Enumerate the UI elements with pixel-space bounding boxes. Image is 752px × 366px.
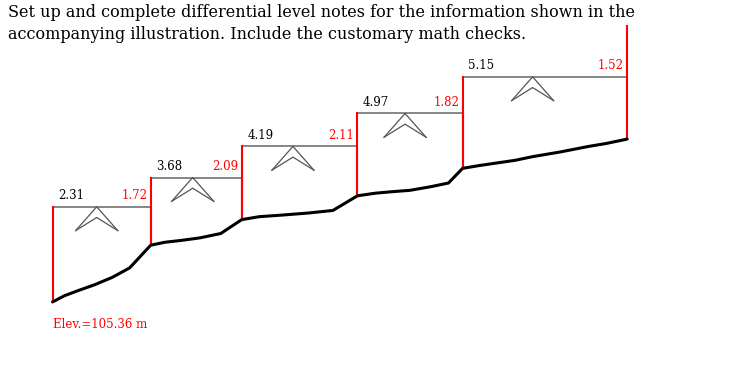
- Text: 1.52: 1.52: [598, 59, 623, 72]
- Text: 5.15: 5.15: [468, 59, 494, 72]
- Text: 2.09: 2.09: [212, 160, 238, 173]
- Text: 3.68: 3.68: [156, 160, 183, 173]
- Text: 1.72: 1.72: [121, 189, 147, 202]
- Text: Elev.=105.36 m: Elev.=105.36 m: [53, 318, 147, 332]
- Text: 1.82: 1.82: [433, 96, 459, 109]
- Text: 2.11: 2.11: [328, 129, 354, 142]
- Text: 2.31: 2.31: [58, 189, 84, 202]
- Text: Set up and complete differential level notes for the information shown in the
ac: Set up and complete differential level n…: [8, 4, 635, 43]
- Text: 4.97: 4.97: [363, 96, 390, 109]
- Text: 4.19: 4.19: [247, 129, 274, 142]
